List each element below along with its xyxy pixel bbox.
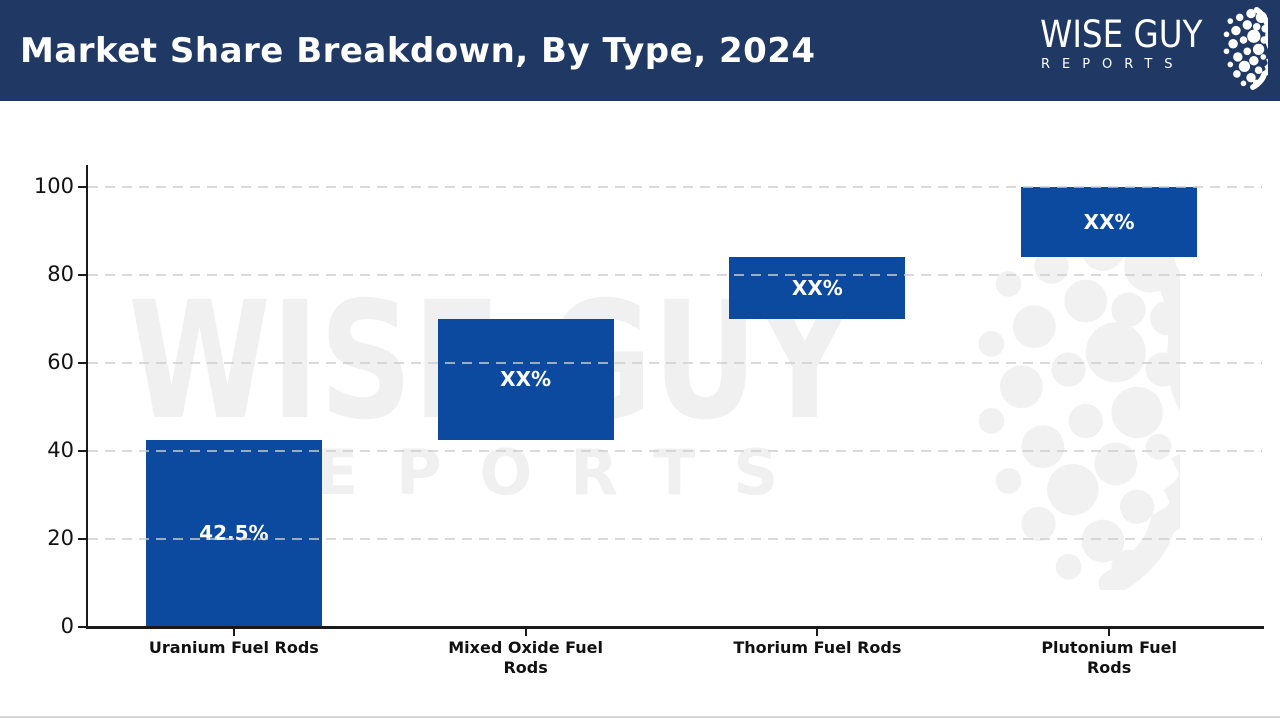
x-axis-line	[86, 626, 1264, 629]
y-tick-label: 100	[33, 173, 74, 198]
watermark-face-dots	[978, 222, 1180, 590]
y-tick-mark	[78, 537, 86, 540]
gridline	[88, 185, 1262, 188]
page-title: Market Share Breakdown, By Type, 2024	[20, 30, 816, 71]
category-label: Thorium Fuel Rods	[733, 638, 902, 657]
y-tick-label: 40	[47, 437, 74, 462]
y-tick-mark	[78, 273, 86, 276]
bar-value-label: XX%	[500, 367, 552, 392]
logo-wise-guy: WISE GUY	[1039, 13, 1202, 56]
y-tick-label: 60	[47, 349, 74, 374]
x-tick-mark	[1108, 629, 1111, 636]
wise-guy-reports-logo: WISE GUY REPORTS	[1010, 0, 1270, 101]
logo-face-dots-icon	[1223, 6, 1268, 90]
bar-segment: XX%	[1021, 186, 1198, 257]
bar-value-label: XX%	[1083, 209, 1135, 234]
category-label: Plutonium Fuel Rods	[1041, 638, 1177, 678]
y-tick-label: 0	[60, 614, 74, 638]
bottom-divider-line	[0, 716, 1280, 718]
bar-segment: XX%	[437, 318, 614, 440]
logo-text: WISE GUY REPORTS	[1018, 13, 1202, 72]
y-tick-label: 80	[47, 261, 74, 286]
bar-value-label: 42.5%	[199, 521, 269, 546]
title-banner: Market Share Breakdown, By Type, 2024 WI…	[0, 0, 1280, 101]
y-tick-mark	[78, 361, 86, 364]
y-tick-mark	[78, 626, 86, 628]
gridline	[88, 273, 1262, 276]
y-tick-mark	[78, 185, 86, 188]
gridline	[88, 449, 1262, 452]
y-axis-line	[86, 165, 88, 629]
gridline	[88, 361, 1262, 364]
bar-value-label: XX%	[791, 275, 843, 300]
x-tick-mark	[816, 629, 819, 636]
category-label: Uranium Fuel Rods	[148, 638, 319, 657]
gridline	[88, 537, 1262, 540]
y-tick-mark	[78, 449, 86, 452]
x-tick-mark	[232, 629, 235, 636]
logo-reports: REPORTS	[1040, 56, 1185, 72]
bar-segment: XX%	[729, 256, 906, 319]
bar-segment: 42.5%	[145, 439, 322, 627]
category-label: Mixed Oxide Fuel Rods	[448, 638, 603, 678]
x-tick-mark	[524, 629, 527, 636]
y-tick-label: 20	[47, 525, 74, 550]
